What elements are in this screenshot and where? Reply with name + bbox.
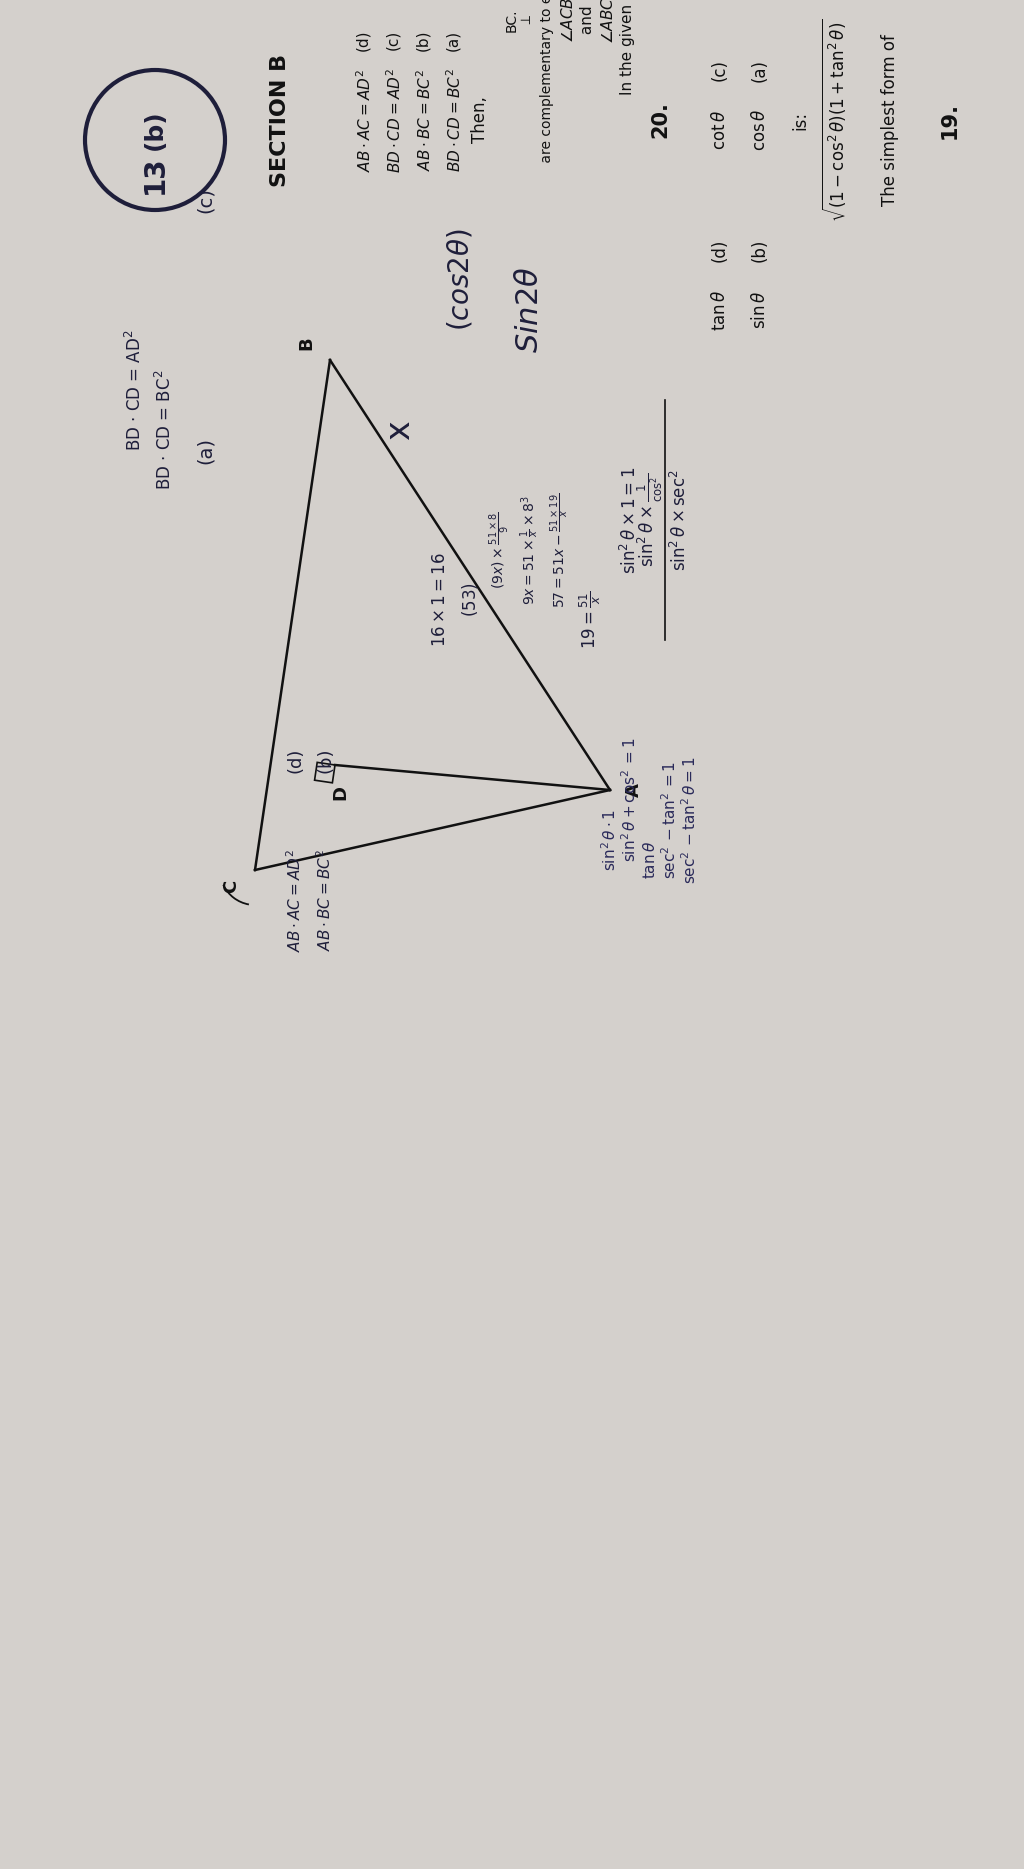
Text: (c): (c)	[196, 187, 214, 213]
Text: $\sin^2\theta \times \sec^2$: $\sin^2\theta \times \sec^2$	[670, 469, 690, 570]
Text: C: C	[222, 880, 240, 893]
Text: $\perp$: $\perp$	[520, 13, 534, 26]
Text: $(cos 2\theta)$: $(cos 2\theta)$	[445, 228, 474, 331]
Text: $\angle ACB$: $\angle ACB$	[560, 0, 575, 43]
Text: (a): (a)	[751, 58, 769, 82]
Text: $Sin 2\theta$: $Sin 2\theta$	[515, 267, 545, 353]
Text: $9x = 51 \times \frac{1}{x}\times 8^3$: $9x = 51 \times \frac{1}{x}\times 8^3$	[518, 495, 542, 606]
Text: BC.: BC.	[505, 7, 519, 32]
Text: x: x	[384, 421, 417, 439]
Text: $19 = \frac{51}{x}$: $19 = \frac{51}{x}$	[578, 591, 603, 649]
Text: $16\times1 = 16$: $16\times1 = 16$	[431, 553, 449, 647]
Text: SECTION B: SECTION B	[270, 54, 290, 187]
Text: (d): (d)	[286, 748, 304, 772]
Text: and: and	[580, 0, 595, 39]
Text: The simplest form of: The simplest form of	[881, 34, 899, 206]
Text: (b): (b)	[415, 30, 430, 50]
Text: (b): (b)	[751, 239, 769, 262]
Text: (a): (a)	[445, 30, 460, 50]
Text: is:: is:	[791, 110, 809, 129]
Text: $BD\cdot CD = AD^2$: $BD\cdot CD = AD^2$	[385, 67, 403, 172]
Text: B: B	[297, 336, 315, 350]
Text: In the given figure,: In the given figure,	[620, 0, 635, 95]
Text: are complementary to each other and AD: are complementary to each other and AD	[540, 0, 554, 166]
Text: D: D	[331, 785, 349, 800]
Text: $\cos\theta$: $\cos\theta$	[751, 108, 769, 151]
Text: $BD\cdot CD = BC^2$: $BD\cdot CD = BC^2$	[445, 67, 464, 172]
Text: $\sec^2 - \tan^2 = 1$: $\sec^2 - \tan^2 = 1$	[660, 761, 679, 878]
Text: (c): (c)	[385, 30, 400, 50]
Text: $AB\cdot AC = AD^2$: $AB\cdot AC = AD^2$	[286, 849, 304, 951]
Text: BD $\cdot$ CD = AD$^2$: BD $\cdot$ CD = AD$^2$	[125, 329, 145, 450]
Text: $\sin^2\theta \times \frac{1}{\cos^2}$: $\sin^2\theta \times \frac{1}{\cos^2}$	[635, 473, 665, 566]
Text: 19.: 19.	[940, 101, 961, 138]
Text: $\sin^2\theta \times 1 = 1$: $\sin^2\theta \times 1 = 1$	[620, 467, 640, 574]
Text: (d): (d)	[355, 30, 370, 50]
Text: $\sin^2\theta \cdot 1$: $\sin^2\theta \cdot 1$	[601, 809, 620, 871]
Text: BD $\cdot$ CD = BC$^2$: BD $\cdot$ CD = BC$^2$	[155, 370, 175, 490]
Text: (d): (d)	[711, 239, 729, 262]
Text: $(9x)\times\frac{51\times8}{9}$: $(9x)\times\frac{51\times8}{9}$	[487, 512, 512, 589]
Text: $AB\cdot BC = BC^2$: $AB\cdot BC = BC^2$	[415, 69, 434, 172]
Text: $(53)$: $(53)$	[460, 583, 480, 617]
Text: A: A	[625, 783, 643, 796]
Text: $\sec^2 - \tan^2\theta = 1$: $\sec^2 - \tan^2\theta = 1$	[681, 757, 699, 884]
Text: $\sin\theta$: $\sin\theta$	[751, 292, 769, 329]
Text: $AB\cdot AC = AD^2$: $AB\cdot AC = AD^2$	[355, 69, 374, 172]
Text: Then,: Then,	[471, 97, 489, 144]
Text: (c): (c)	[711, 60, 729, 80]
Text: (b): (b)	[143, 110, 167, 150]
Text: $\tan\theta$: $\tan\theta$	[711, 290, 729, 331]
Text: $AB\cdot BC = BC^2$: $AB\cdot BC = BC^2$	[315, 849, 335, 951]
Text: $\sin^2\theta + \cos^2 = 1$: $\sin^2\theta + \cos^2 = 1$	[621, 738, 639, 862]
Text: $\tan\theta$: $\tan\theta$	[642, 841, 658, 878]
Text: $\cot\theta$: $\cot\theta$	[711, 110, 729, 150]
Text: 13: 13	[141, 155, 169, 194]
Text: $\angle ABC$: $\angle ABC$	[600, 0, 616, 43]
Text: $57 = 51x - \frac{51\times19}{x}$: $57 = 51x - \frac{51\times19}{x}$	[549, 492, 571, 607]
Text: (a): (a)	[196, 437, 214, 464]
Text: $\sqrt{(1-\cos^2\theta)(1+\tan^2\theta)}$: $\sqrt{(1-\cos^2\theta)(1+\tan^2\theta)}…	[821, 19, 849, 222]
Text: 20.: 20.	[650, 101, 670, 138]
Text: (b): (b)	[316, 748, 334, 772]
